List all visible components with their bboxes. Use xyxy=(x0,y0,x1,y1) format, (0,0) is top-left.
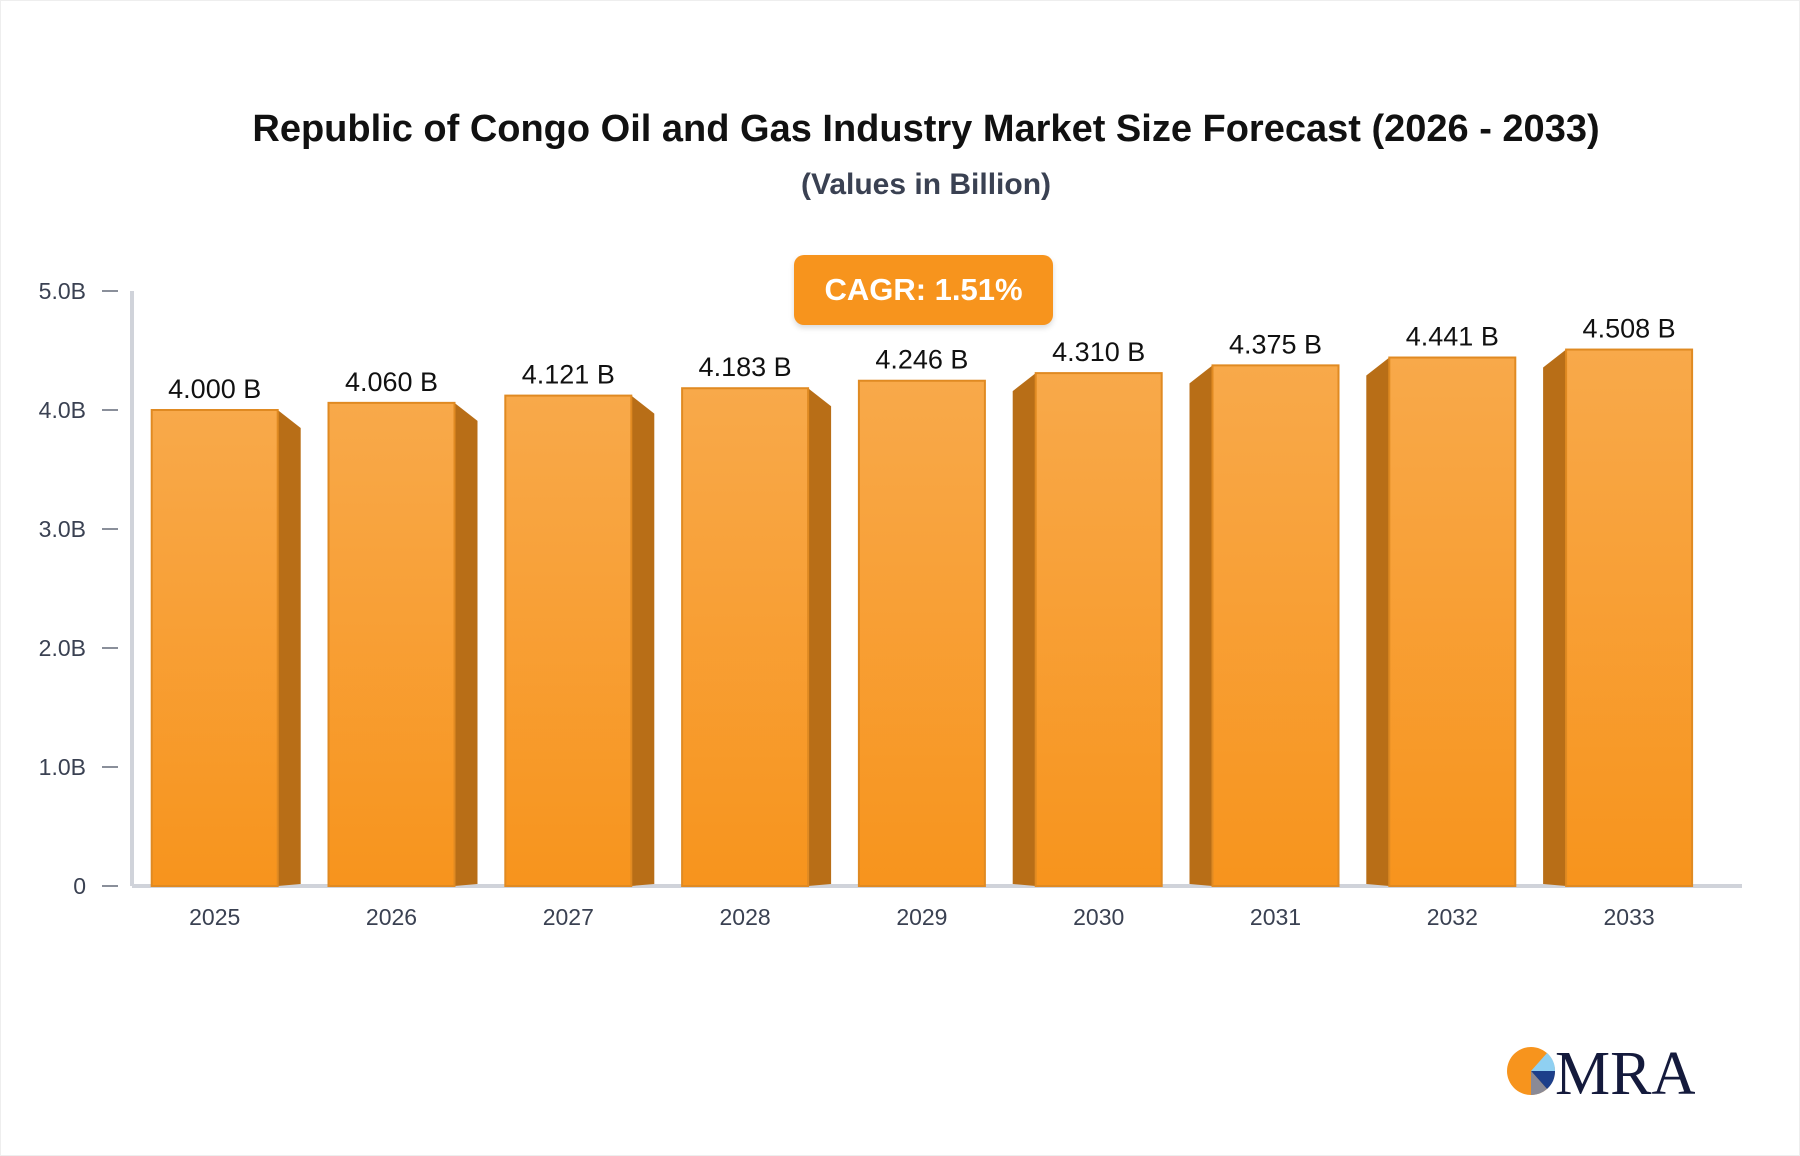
svg-text:MRA: MRA xyxy=(1555,1040,1695,1102)
data-label: 4.441 B xyxy=(1406,322,1499,352)
bar xyxy=(681,387,810,887)
bar-side xyxy=(631,395,655,886)
x-tick-label: 2028 xyxy=(720,904,771,930)
bar-side xyxy=(1543,349,1567,887)
data-label: 4.000 B xyxy=(168,374,261,404)
data-label: 4.121 B xyxy=(522,360,615,390)
x-tick-label: 2032 xyxy=(1427,904,1478,930)
bar xyxy=(1211,364,1340,887)
y-tick-label: 2.0B xyxy=(39,635,86,661)
y-tick-label: 0 xyxy=(73,873,86,899)
x-tick-label: 2029 xyxy=(896,904,947,930)
y-tick-label: 5.0B xyxy=(39,278,86,304)
data-label: 4.246 B xyxy=(875,345,968,375)
bar-side xyxy=(1366,357,1390,886)
bar xyxy=(504,394,633,887)
data-label: 4.508 B xyxy=(1583,314,1676,344)
bar xyxy=(327,401,456,887)
bar-side xyxy=(277,410,301,886)
x-tick-label: 2027 xyxy=(543,904,594,930)
y-tick-label: 3.0B xyxy=(39,516,86,542)
x-tick-label: 2031 xyxy=(1250,904,1301,930)
mra-logo: MRA xyxy=(1507,1040,1695,1102)
data-label: 4.183 B xyxy=(699,352,792,382)
bar-side xyxy=(808,388,832,886)
bar-side xyxy=(454,402,478,886)
bar-side xyxy=(1012,373,1036,886)
x-tick-label: 2025 xyxy=(189,904,240,930)
bar xyxy=(857,379,986,887)
x-tick-label: 2026 xyxy=(366,904,417,930)
bar xyxy=(1034,372,1163,887)
chart-title: Republic of Congo Oil and Gas Industry M… xyxy=(252,108,1600,150)
y-tick-label: 4.0B xyxy=(39,397,86,423)
data-label: 4.310 B xyxy=(1052,337,1145,367)
data-label: 4.375 B xyxy=(1229,329,1322,359)
cagr-badge: CAGR: 1.51% xyxy=(794,255,1053,325)
chart-subtitle: (Values in Billion) xyxy=(800,168,1052,201)
x-tick-label: 2033 xyxy=(1604,904,1655,930)
y-tick-label: 1.0B xyxy=(39,754,86,780)
data-label: 4.060 B xyxy=(345,367,438,397)
bar xyxy=(1565,348,1694,888)
x-tick-label: 2030 xyxy=(1073,904,1124,930)
bar-side xyxy=(1189,365,1213,886)
bar xyxy=(1388,356,1517,887)
bar xyxy=(150,409,279,887)
